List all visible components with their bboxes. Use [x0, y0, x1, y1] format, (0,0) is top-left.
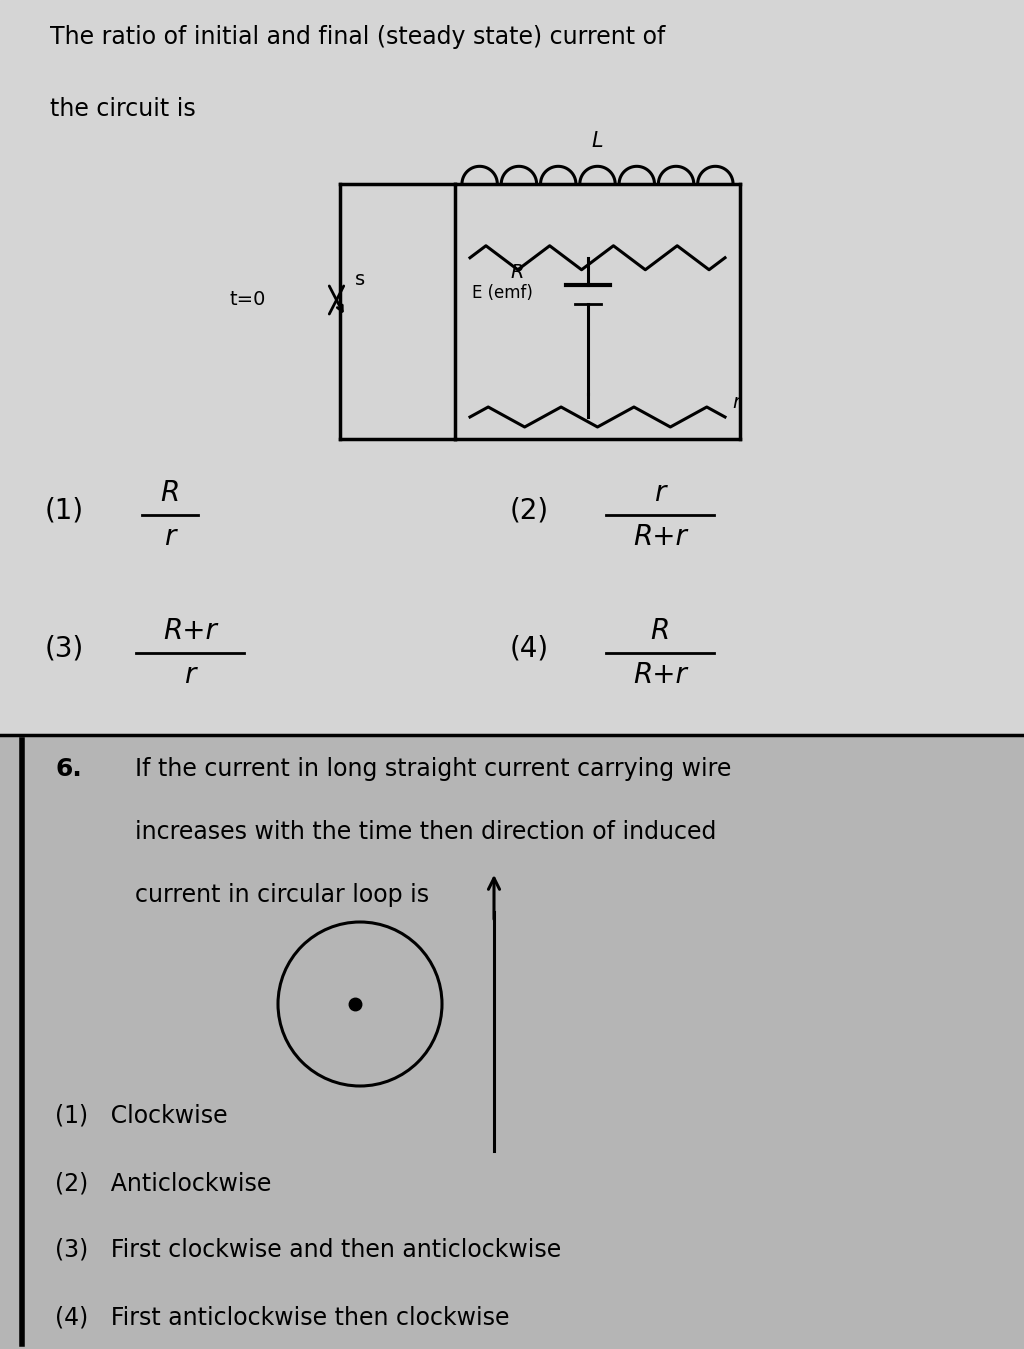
Bar — [0, 735, 1024, 1349]
Text: (1): (1) — [45, 496, 84, 525]
Text: r: r — [654, 479, 666, 507]
Text: E (emf): E (emf) — [472, 285, 532, 302]
Text: r: r — [164, 523, 176, 552]
Text: (3)   First clockwise and then anticlockwise: (3) First clockwise and then anticlockwi… — [55, 1238, 561, 1263]
Text: 6.: 6. — [55, 757, 82, 781]
Text: increases with the time then direction of induced: increases with the time then direction o… — [135, 820, 717, 844]
Text: R+r: R+r — [633, 523, 687, 552]
Text: r: r — [184, 661, 196, 689]
Text: current in circular loop is: current in circular loop is — [135, 884, 429, 908]
Text: If the current in long straight current carrying wire: If the current in long straight current … — [135, 757, 731, 781]
Text: R: R — [650, 618, 670, 645]
Text: (3): (3) — [45, 634, 84, 662]
Text: R: R — [510, 263, 523, 282]
Text: L: L — [592, 131, 603, 151]
Text: The ratio of initial and final (steady state) current of: The ratio of initial and final (steady s… — [50, 26, 666, 49]
Text: (4)   First anticlockwise then clockwise: (4) First anticlockwise then clockwise — [55, 1304, 510, 1329]
Bar — [0, 0, 1024, 735]
Text: r: r — [732, 393, 740, 411]
Text: (4): (4) — [510, 634, 549, 662]
Text: R+r: R+r — [163, 618, 217, 645]
Text: s: s — [355, 270, 366, 289]
Text: the circuit is: the circuit is — [50, 97, 196, 121]
Text: t=0: t=0 — [230, 290, 266, 309]
Text: (2)   Anticlockwise: (2) Anticlockwise — [55, 1171, 271, 1195]
Text: (1)   Clockwise: (1) Clockwise — [55, 1103, 227, 1128]
Text: R: R — [161, 479, 179, 507]
Text: R+r: R+r — [633, 661, 687, 689]
Text: (2): (2) — [510, 496, 549, 525]
